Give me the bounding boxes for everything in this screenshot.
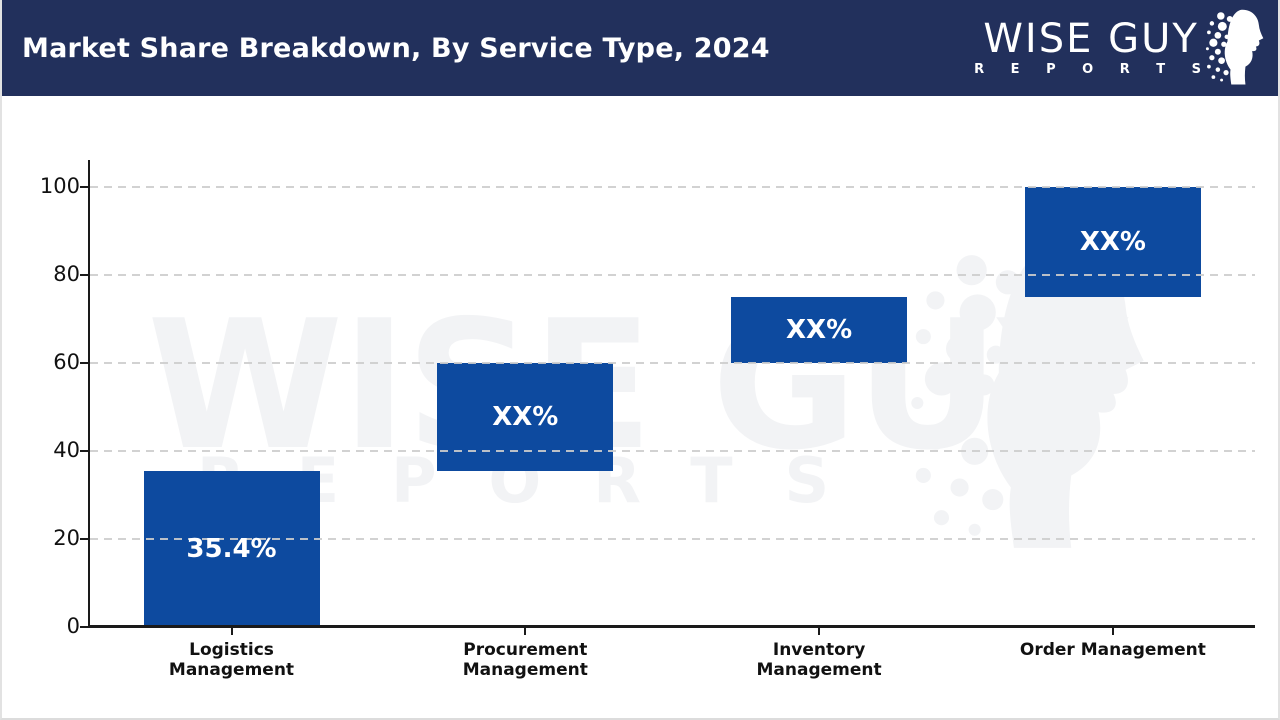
y-tick-label: 40 xyxy=(53,438,80,462)
gridline xyxy=(90,274,1255,276)
x-category-label-line: Management xyxy=(756,660,882,680)
x-category-label-line: Procurement xyxy=(463,640,588,660)
bar xyxy=(1024,187,1201,297)
x-category-label-line: Inventory xyxy=(772,640,866,660)
brand-logo-text: WISE GUY R E P O R T S xyxy=(970,19,1212,77)
x-axis-line xyxy=(88,625,1255,628)
x-category-label: Order Management xyxy=(993,640,1233,660)
y-tick-mark xyxy=(80,626,88,628)
x-category-label-line: Management xyxy=(168,660,295,680)
bar-value-label: 35.4% xyxy=(186,534,277,565)
y-tick-label: 20 xyxy=(53,526,80,550)
x-category-label-line: Order Management xyxy=(1019,640,1206,660)
y-tick-mark xyxy=(80,450,88,452)
bar xyxy=(437,363,614,472)
brand-logo: WISE GUY R E P O R T S xyxy=(970,0,1272,96)
watermark-head-dots-icon xyxy=(911,245,1144,548)
x-tick-mark xyxy=(818,628,821,635)
x-category-label-line: Management xyxy=(462,660,588,680)
gridline xyxy=(90,362,1255,364)
y-tick-label: 100 xyxy=(39,174,80,198)
brand-name: WISE GUY xyxy=(983,16,1199,62)
gridline xyxy=(90,538,1255,540)
bar-value-label: XX% xyxy=(492,402,559,433)
y-tick-label: 80 xyxy=(53,262,80,286)
x-category-label: Procurement Management xyxy=(405,640,645,680)
y-tick-mark xyxy=(80,538,88,540)
page-title: Market Share Breakdown, By Service Type,… xyxy=(22,32,770,64)
y-tick-mark xyxy=(80,274,88,276)
gridline xyxy=(90,450,1255,452)
brand-subtitle: R E P O R T S xyxy=(974,62,1212,77)
bar xyxy=(731,297,908,363)
chart-area: WISE GUY REPORTS 0 20 40 60 80 100 35.4% Logist… xyxy=(2,96,1278,718)
header-bar: Market Share Breakdown, By Service Type,… xyxy=(2,0,1278,96)
y-tick-mark xyxy=(80,186,88,188)
x-tick-mark xyxy=(1111,628,1114,635)
bar-value-label: XX% xyxy=(786,315,853,345)
x-tick-mark xyxy=(524,628,527,635)
y-tick-label: 0 xyxy=(66,614,80,638)
bar xyxy=(143,471,320,627)
head-dots-icon xyxy=(1205,9,1264,85)
y-tick-label: 60 xyxy=(53,350,80,374)
gridline xyxy=(90,186,1255,188)
y-tick-mark xyxy=(80,362,88,364)
x-category-label: Logistics Management xyxy=(112,640,352,680)
x-category-label: Inventory Management xyxy=(699,640,939,680)
x-category-label-line: Logistics xyxy=(189,640,274,660)
y-axis-spine xyxy=(88,160,90,628)
x-tick-mark xyxy=(230,628,233,635)
bar-value-label: XX% xyxy=(1079,227,1146,257)
